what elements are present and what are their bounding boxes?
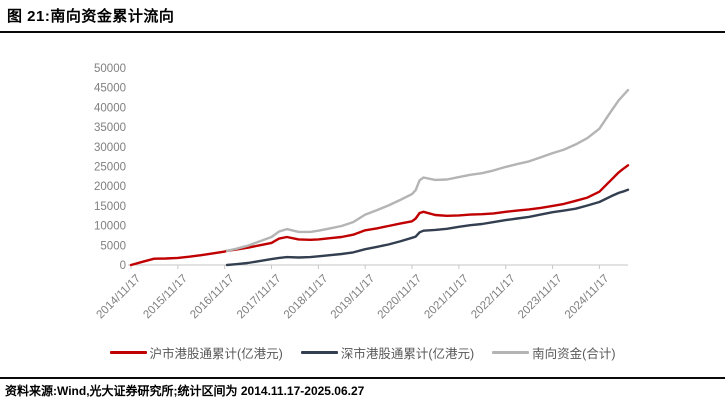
x-tick-label: 2018/11/17	[282, 273, 331, 322]
legend-label-shen: 深市港股通累计(亿港元)	[340, 347, 475, 361]
source-note: 资料来源:Wind,光大证券研究所;统计区间为 2014.11.17-2025.…	[5, 384, 365, 398]
legend-item-hu: 沪市港股通累计(亿港元)	[109, 343, 283, 362]
y-tick-label: 5000	[100, 240, 126, 252]
series-line-shen	[225, 188, 630, 267]
series-line-total	[225, 88, 630, 253]
y-tick-label: 25000	[94, 162, 126, 174]
x-tick-label: 2017/11/17	[235, 273, 284, 322]
x-tick-label: 2022/11/17	[469, 273, 518, 322]
y-tick-label: 20000	[94, 181, 126, 193]
x-tick-label: 2015/11/17	[141, 273, 190, 322]
legend-label-hu: 沪市港股通累计(亿港元)	[149, 347, 283, 361]
legend-line-swatch-shen	[300, 350, 338, 355]
legend-label-total: 南向资金(合计)	[532, 347, 616, 361]
y-tick-label: 15000	[94, 201, 126, 213]
legend-item-total: 南向资金(合计)	[492, 343, 615, 362]
line-chart-canvas: 0 5000 10000 15000 20000 25000 30000 35000 40000…	[94, 63, 630, 322]
chart-legend: 沪市港股通累计(亿港元) 深市港股通累计(亿港元) 南向资金(合计)	[0, 343, 725, 362]
y-tick-label: 40000	[94, 102, 126, 114]
y-tick-label: 10000	[94, 221, 126, 233]
series-line-hu	[129, 164, 630, 267]
x-tick-label: 2023/11/17	[516, 273, 565, 322]
y-tick-label: 0	[120, 260, 126, 272]
y-tick-label: 50000	[94, 63, 126, 75]
y-tick-label: 45000	[94, 83, 126, 95]
title-rule	[0, 31, 725, 33]
x-tick-label: 2024/11/17	[563, 273, 612, 322]
x-tick-label: 2014/11/17	[95, 273, 144, 322]
x-tick-label: 2019/11/17	[329, 273, 378, 322]
x-tick-label: 2016/11/17	[188, 273, 237, 322]
legend-line-swatch-total	[492, 350, 530, 355]
y-tick-label: 35000	[94, 122, 126, 134]
legend-item-shen: 深市港股通累计(亿港元)	[300, 343, 475, 362]
footer-rule	[0, 377, 725, 379]
legend-line-swatch-hu	[109, 350, 147, 355]
figure-title: 图 21:南向资金累计流向	[7, 8, 175, 25]
y-tick-label: 30000	[94, 142, 126, 154]
x-tick-label: 2021/11/17	[422, 273, 471, 322]
x-tick-label: 2020/11/17	[376, 273, 425, 322]
